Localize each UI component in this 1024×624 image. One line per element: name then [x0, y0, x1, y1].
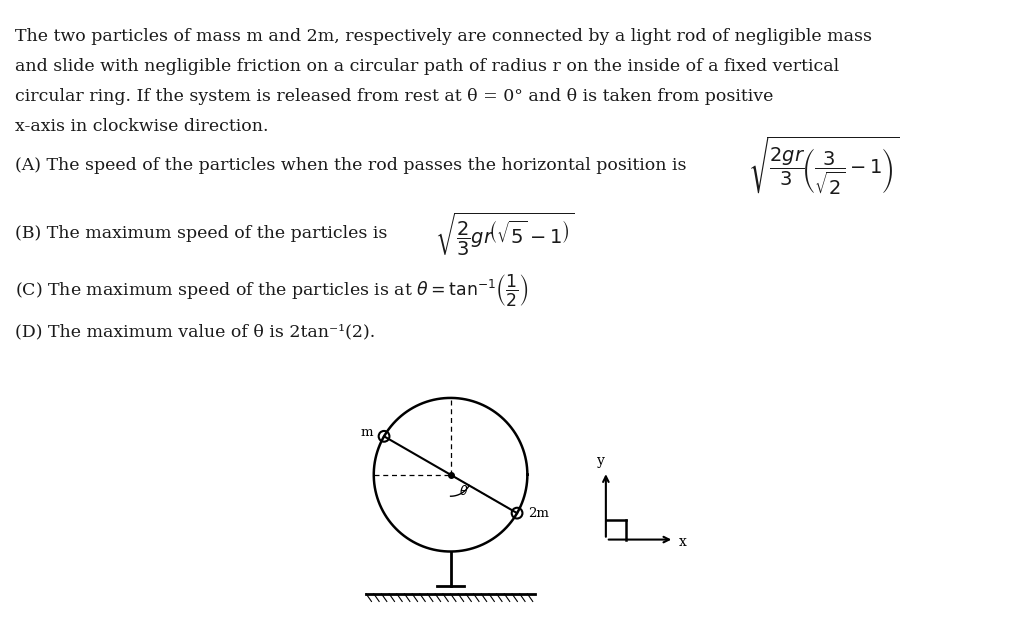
Text: (B) The maximum speed of the particles is: (B) The maximum speed of the particles i… — [15, 225, 393, 243]
Text: x-axis in clockwise direction.: x-axis in clockwise direction. — [15, 118, 269, 135]
Text: x: x — [679, 535, 686, 549]
Text: $\theta$: $\theta$ — [460, 484, 469, 499]
Text: (D) The maximum value of θ is 2tan⁻¹(2).: (D) The maximum value of θ is 2tan⁻¹(2). — [15, 323, 376, 341]
Text: m: m — [360, 426, 374, 439]
Text: The two particles of mass m and 2m, respectively are connected by a light rod of: The two particles of mass m and 2m, resp… — [15, 28, 872, 45]
Text: and slide with negligible friction on a circular path of radius r on the inside : and slide with negligible friction on a … — [15, 58, 840, 75]
Text: y: y — [597, 454, 605, 469]
Text: 2m: 2m — [527, 507, 549, 520]
Text: (C) The maximum speed of the particles is at $\theta = \tan^{-1}\!\left(\dfrac{1: (C) The maximum speed of the particles i… — [15, 272, 529, 308]
Text: $\sqrt{\dfrac{2}{3}gr\!\left(\sqrt{5}-1\right)}$: $\sqrt{\dfrac{2}{3}gr\!\left(\sqrt{5}-1\… — [435, 210, 574, 258]
Text: $\sqrt{\dfrac{2gr}{3}\!\left(\dfrac{3}{\sqrt{2}}-1\right)}$: $\sqrt{\dfrac{2gr}{3}\!\left(\dfrac{3}{\… — [748, 134, 899, 197]
Text: (A) The speed of the particles when the rod passes the horizontal position is: (A) The speed of the particles when the … — [15, 157, 692, 174]
Text: circular ring. If the system is released from rest at θ = 0° and θ is taken from: circular ring. If the system is released… — [15, 88, 774, 105]
